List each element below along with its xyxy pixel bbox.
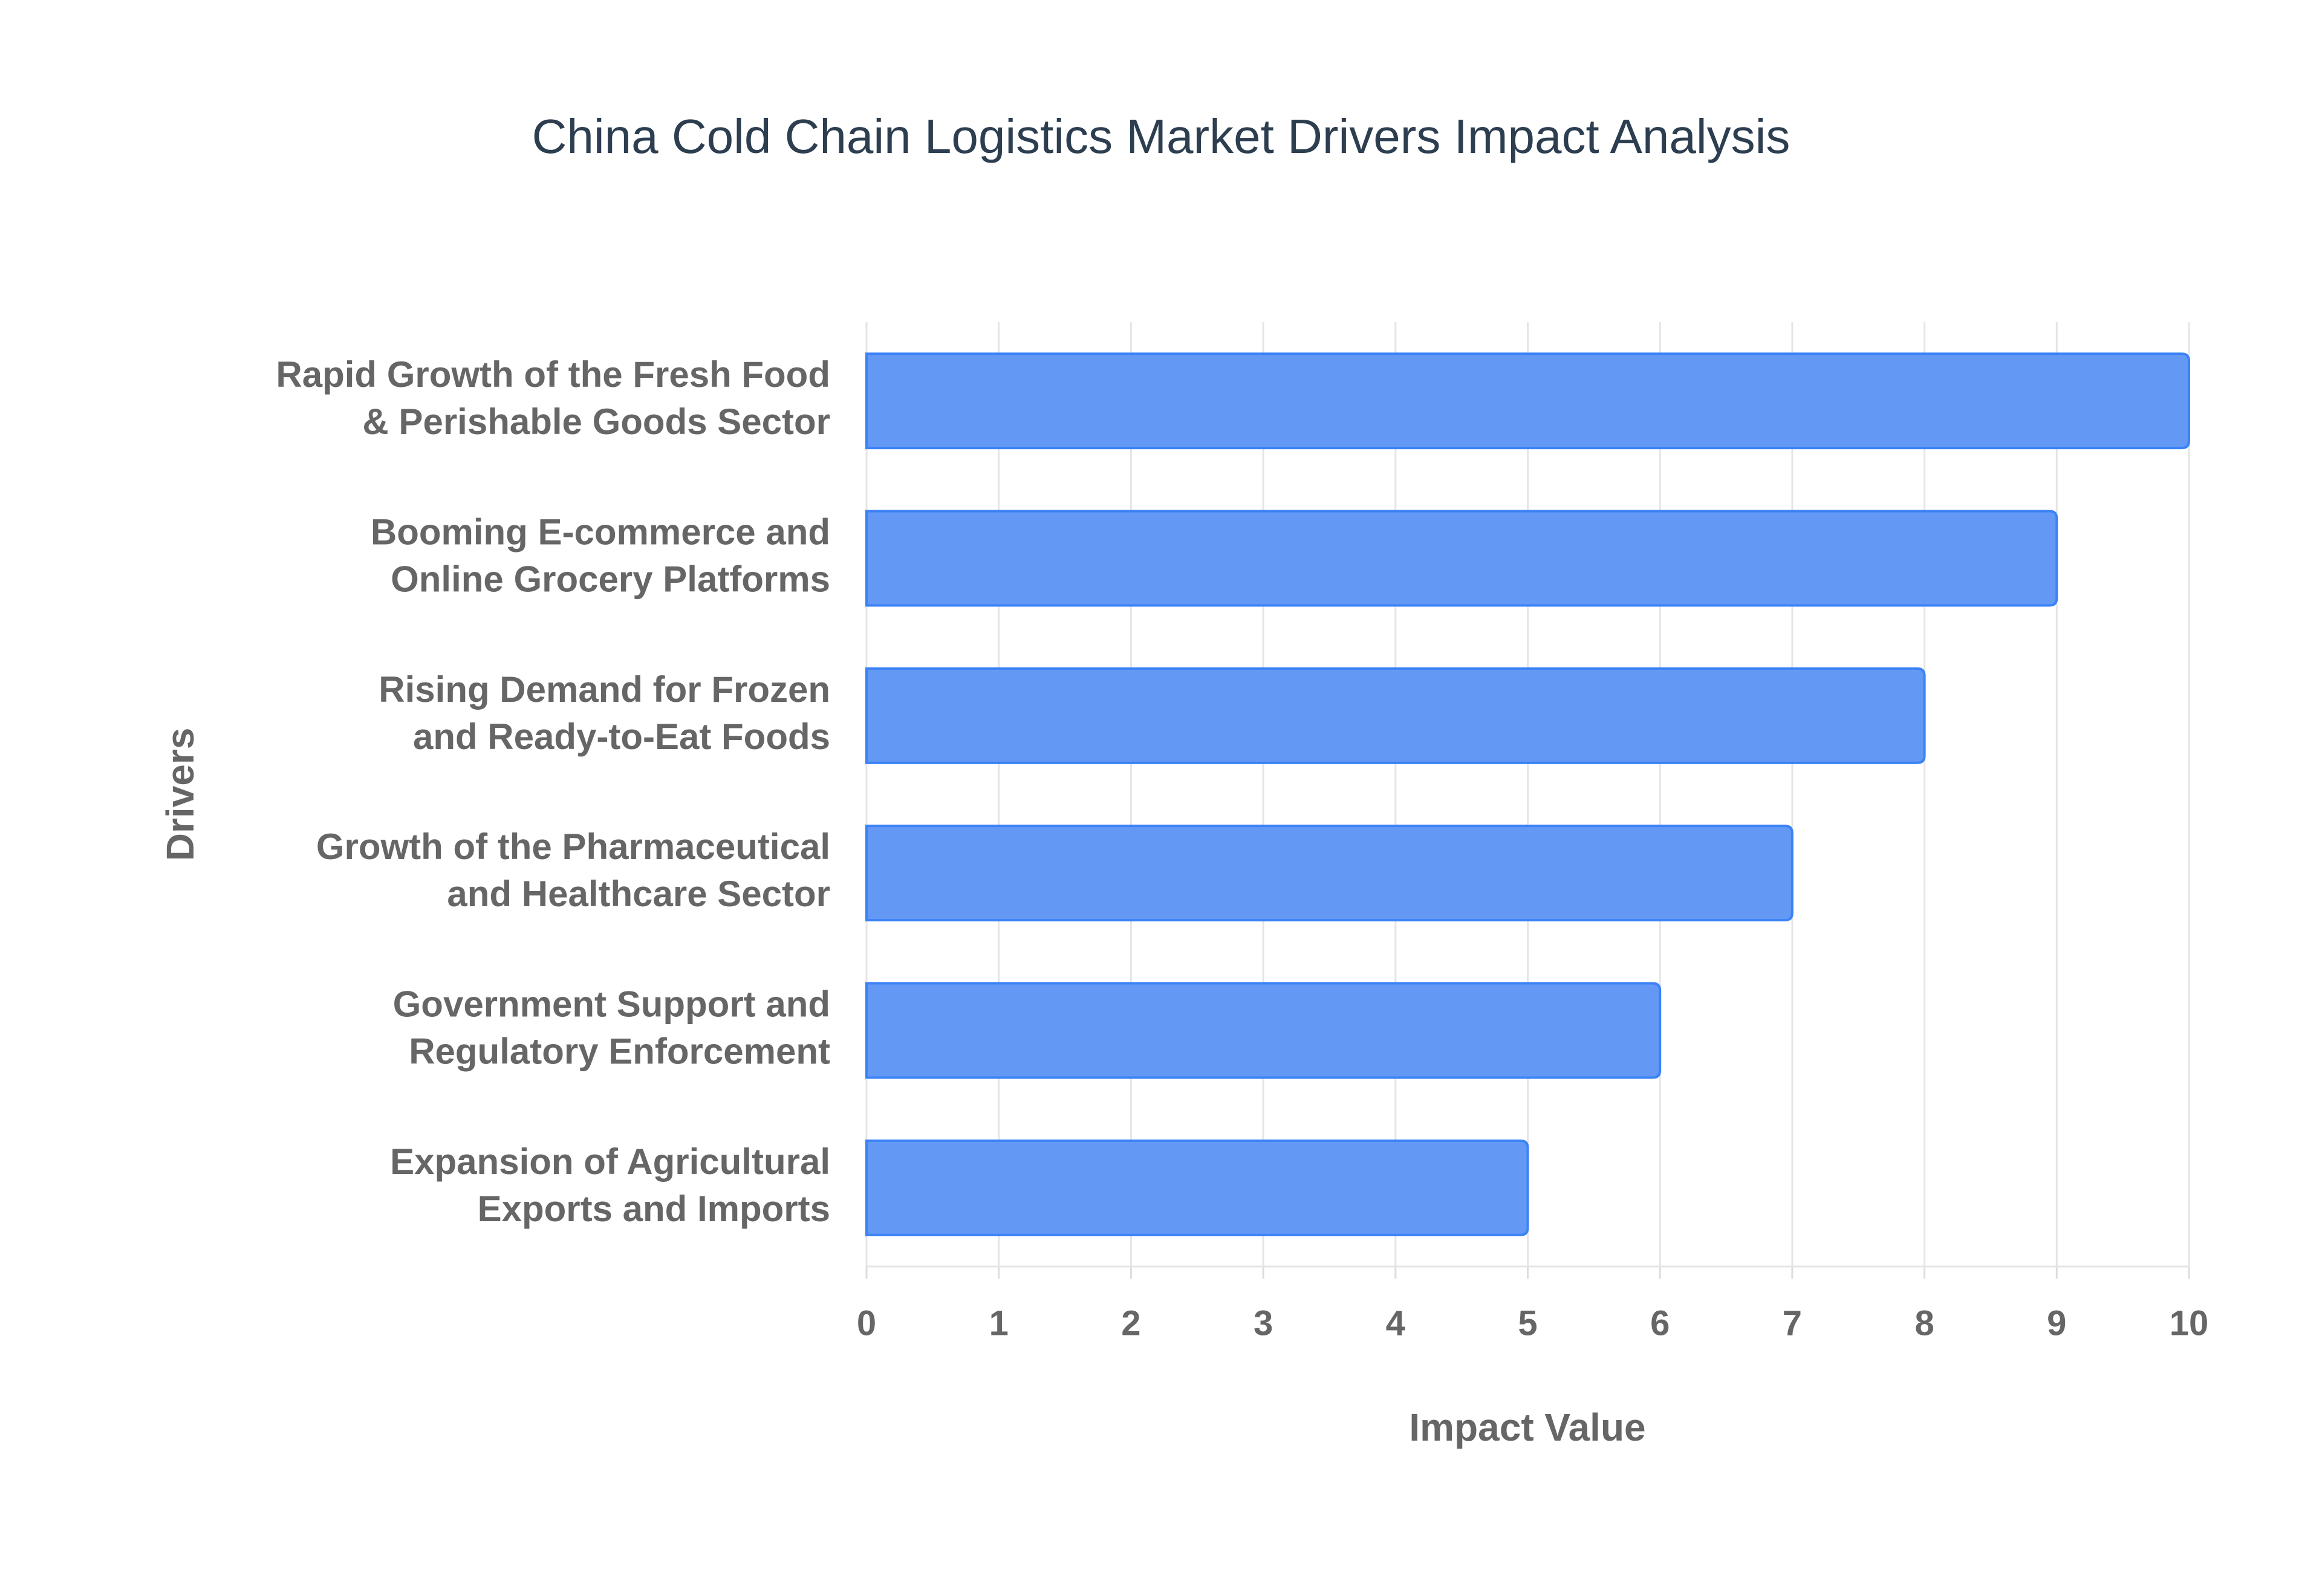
x-tick-label: 6 <box>1650 1303 1670 1343</box>
y-tick-label: Rising Demand for Frozen and Ready-to-Ea… <box>379 669 830 757</box>
y-axis-title: Drivers <box>158 728 202 861</box>
bar <box>865 510 2058 607</box>
x-tick-label: 7 <box>1783 1303 1802 1343</box>
x-tick-label: 9 <box>2047 1303 2066 1343</box>
y-tick-label: Booming E-commerce and Online Grocery Pl… <box>371 511 830 599</box>
chart-title: China Cold Chain Logistics Market Driver… <box>532 109 1790 163</box>
bar <box>865 982 1662 1079</box>
x-tick-label: 1 <box>989 1303 1009 1343</box>
y-tick-label: Growth of the Pharmaceutical and Healthc… <box>316 826 830 914</box>
bar <box>865 667 1926 764</box>
y-tick-label: Expansion of Agricultural Exports and Im… <box>390 1141 830 1229</box>
x-tick-label: 3 <box>1254 1303 1273 1343</box>
x-axis-title: Impact Value <box>1409 1406 1645 1449</box>
bar <box>865 825 1794 922</box>
x-tick-label: 10 <box>2170 1303 2209 1343</box>
y-tick-label: Rapid Growth of the Fresh Food & Perisha… <box>276 354 830 442</box>
x-tick-label: 0 <box>857 1303 876 1343</box>
bar <box>865 352 2190 450</box>
bar <box>865 1139 1529 1236</box>
x-tick-label: 4 <box>1386 1303 1405 1343</box>
x-tick-label: 8 <box>1914 1303 1934 1343</box>
y-tick-label: Government Support and Regulatory Enforc… <box>393 984 830 1071</box>
x-tick-label: 5 <box>1518 1303 1537 1343</box>
x-tick-label: 2 <box>1121 1303 1140 1343</box>
